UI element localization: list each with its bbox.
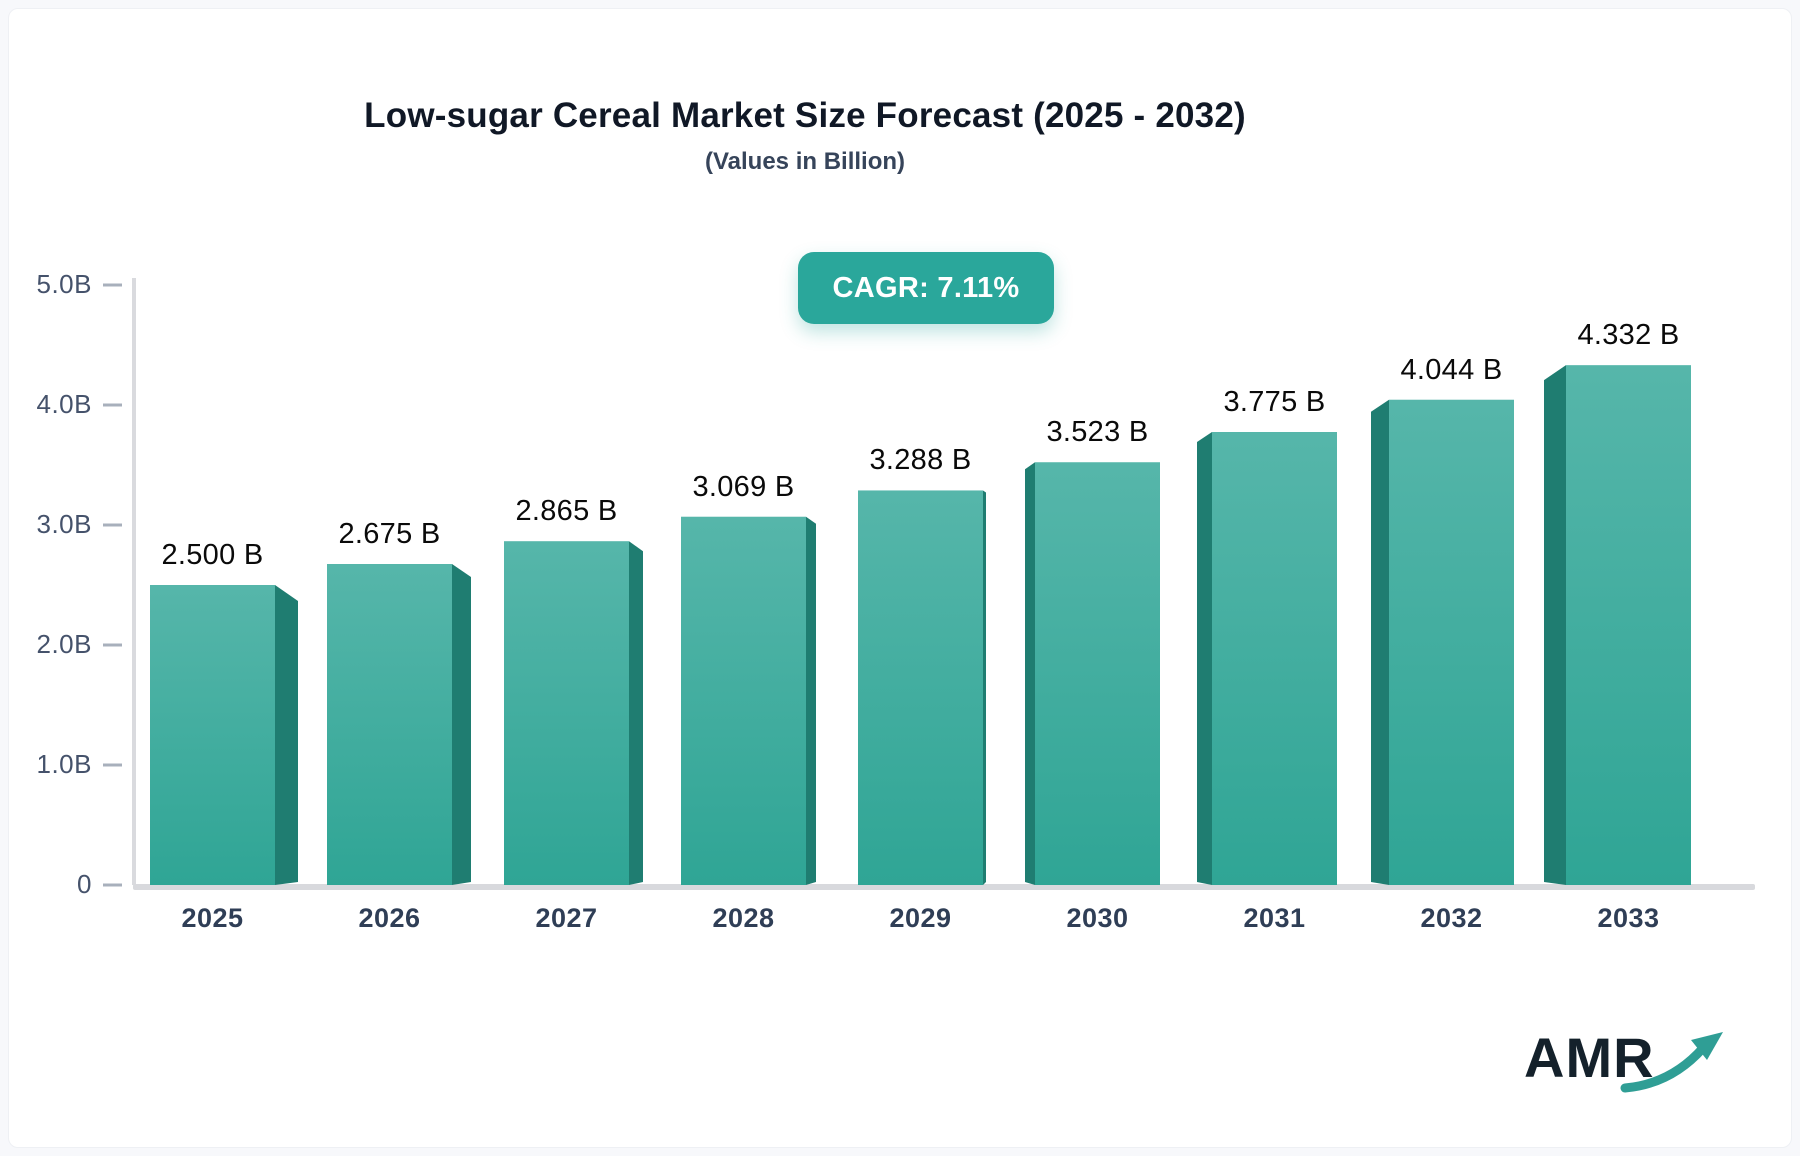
- bar-value-label: 2.500 B: [161, 539, 264, 571]
- bar-group: [504, 541, 643, 885]
- bar-front-face: [1212, 432, 1337, 885]
- bar-front-face: [1566, 365, 1691, 885]
- bar-group: [1025, 462, 1160, 885]
- x-tick-label: 2029: [889, 903, 952, 933]
- y-tick-label: 3.0B: [36, 509, 92, 539]
- bar-front-face: [1035, 462, 1160, 885]
- y-tick-dash: [103, 283, 122, 287]
- chart-subtitle: (Values in Billion): [704, 148, 906, 175]
- bar-front-face: [858, 490, 983, 885]
- y-tick-label: 5.0B: [36, 269, 92, 299]
- y-tick-dash: [103, 403, 122, 407]
- bar-group: [681, 516, 816, 885]
- bar-group: [1544, 365, 1691, 885]
- bar-side-face: [1197, 432, 1212, 885]
- y-tick-dash: [103, 883, 122, 887]
- x-tick-label: 2030: [1066, 903, 1129, 933]
- bar-value-label: 3.288 B: [869, 444, 972, 477]
- bar-side-face: [1371, 399, 1389, 885]
- x-tick-label: 2025: [181, 903, 244, 933]
- bar-front-face: [504, 541, 629, 885]
- bar-side-face: [806, 516, 816, 885]
- bar-front-face: [1389, 399, 1514, 885]
- bar-value-label: 2.675 B: [338, 518, 441, 550]
- y-axis-line: [132, 278, 136, 885]
- x-tick-label: 2027: [535, 903, 598, 933]
- bar-value-label: 3.523 B: [1046, 416, 1149, 449]
- bar-group: [858, 490, 986, 885]
- bar-group: [327, 564, 471, 885]
- chart-header: Low-sugar Cereal Market Size Forecast (2…: [0, 96, 1610, 176]
- bar-side-face: [452, 564, 471, 885]
- bar-value-label: 3.069 B: [692, 470, 795, 503]
- bar-front-face: [150, 585, 275, 885]
- bar-value-label: 3.775 B: [1223, 386, 1326, 418]
- bar-value-label: 2.865 B: [515, 495, 618, 528]
- amr-logo-text: AMR: [1524, 1026, 1655, 1089]
- y-tick-label: 2.0B: [36, 629, 92, 659]
- cagr-badge: CAGR: 7.11%: [798, 252, 1054, 324]
- bar-group: [1371, 399, 1514, 885]
- bar-side-face: [1025, 462, 1035, 885]
- growth-arrow-icon: [1620, 1032, 1723, 1093]
- bar-group: [150, 585, 298, 885]
- bar-value-label: 4.332 B: [1577, 319, 1680, 352]
- y-tick-dash: [103, 763, 122, 767]
- x-tick-label: 2026: [358, 903, 421, 933]
- axes: [103, 278, 1755, 890]
- bar-side-face: [275, 585, 298, 885]
- bar-front-face: [327, 564, 452, 885]
- x-tick-label: 2033: [1597, 903, 1660, 933]
- y-tick-dash: [103, 643, 122, 647]
- cagr-badge-label: CAGR: 7.11%: [832, 271, 1020, 304]
- chart-title: Low-sugar Cereal Market Size Forecast (2…: [364, 96, 1246, 135]
- x-tick-label: 2031: [1243, 903, 1306, 933]
- bar-side-face: [983, 490, 986, 885]
- amr-logo: AMR: [1524, 1030, 1734, 1114]
- y-tick-dash: [103, 523, 122, 527]
- bar-series: [150, 365, 1691, 885]
- bar-side-face: [1544, 365, 1566, 885]
- y-tick-label: 4.0B: [36, 389, 92, 419]
- y-tick-label: 0: [77, 869, 92, 899]
- bar-side-face: [629, 541, 643, 885]
- y-tick-label: 1.0B: [36, 749, 92, 779]
- x-axis-line: [133, 884, 1755, 890]
- bar-group: [1197, 432, 1337, 885]
- x-tick-label: 2032: [1420, 903, 1483, 933]
- bar-value-label: 4.044 B: [1400, 353, 1503, 386]
- bar-front-face: [681, 516, 806, 885]
- x-tick-label: 2028: [712, 903, 775, 933]
